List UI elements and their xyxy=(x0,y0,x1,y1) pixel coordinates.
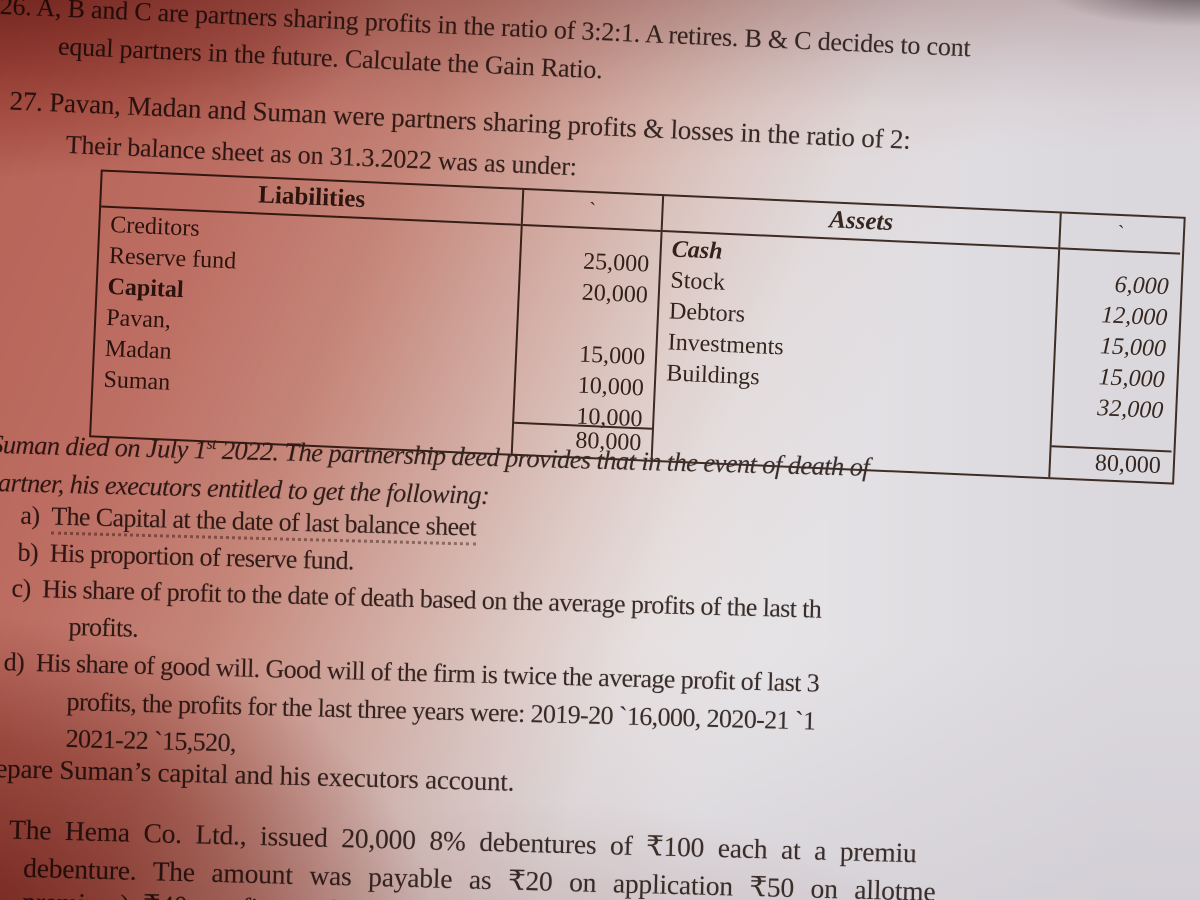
asset-amount: 32,000 xyxy=(1096,395,1164,425)
assets-name-column: Assets Cash Stock Debtors Investments Bu… xyxy=(650,196,1060,478)
item-b-letter: b) xyxy=(17,537,39,568)
list-item-d-line-3: 2021-22 `15,520, xyxy=(65,723,237,758)
assets-amount-column: ` 6,000 12,000 15,000 15,000 32,000 80,0… xyxy=(1048,213,1182,483)
liabilities-name-column: Liabilities Creditors Reserve fund Capit… xyxy=(91,171,523,454)
rupee-mark: ` xyxy=(1060,213,1182,255)
rupee-mark: ` xyxy=(522,189,663,232)
death-statement-text: Suman died on July 1 xyxy=(0,428,207,465)
liabilities-amount-column: ` 25,000 20,000 15,000 10,000 10,000 80,… xyxy=(510,189,663,460)
item-d-letter: d) xyxy=(3,647,25,677)
ordinal-suffix: st xyxy=(206,435,217,453)
item-c-letter: c) xyxy=(11,573,31,603)
item-a-letter: a) xyxy=(20,500,40,531)
liability-amount: 10,000 xyxy=(575,403,643,433)
assets-total: 80,000 xyxy=(1050,445,1172,483)
list-item-c-line-2: profits. xyxy=(68,611,139,643)
